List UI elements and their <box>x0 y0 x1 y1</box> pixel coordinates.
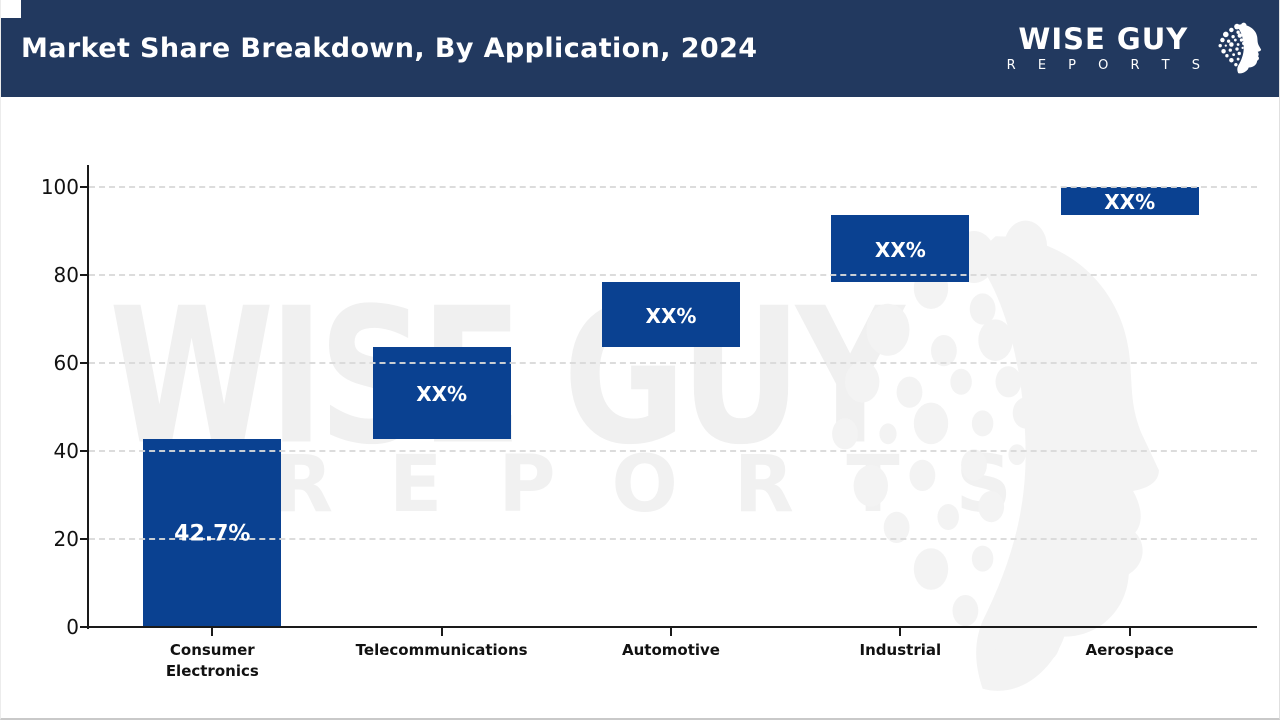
y-tick <box>80 186 88 188</box>
y-tick-label: 40 <box>53 439 79 463</box>
y-tick <box>80 538 88 540</box>
y-tick-label: 60 <box>53 351 79 375</box>
gridline-100 <box>89 186 1257 188</box>
gridline-80 <box>89 274 1257 276</box>
category-label: Aerospace <box>1085 641 1174 659</box>
brand-subname: R E P O R T S <box>1006 58 1209 73</box>
waterfall-bar-5 <box>1060 187 1199 216</box>
bar-value-label: XX% <box>874 237 926 262</box>
y-tick-label: 0 <box>66 615 79 639</box>
brand-logo-text: WISE GUY R E P O R T S <box>1007 22 1200 73</box>
x-axis-line <box>87 626 1257 628</box>
y-axis-line <box>87 165 89 629</box>
gridline-20 <box>89 538 1257 540</box>
category-label: Consumer Electronics <box>165 641 259 680</box>
y-tick-label: 80 <box>53 263 79 287</box>
y-tick <box>80 274 88 276</box>
y-tick <box>80 626 88 628</box>
bar-value-label: 42.7% <box>174 521 251 547</box>
x-tick <box>211 628 214 636</box>
x-tick <box>1128 628 1131 636</box>
y-tick-label: 20 <box>53 527 79 551</box>
waterfall-bar-4 <box>831 215 970 283</box>
x-tick <box>670 628 672 636</box>
gridline-60 <box>89 362 1257 364</box>
x-tick <box>899 628 902 636</box>
x-tick <box>440 628 443 636</box>
corner-notch <box>1 0 21 18</box>
brand-logo: WISE GUY R E P O R T S <box>1007 10 1265 88</box>
header: Market Share Breakdown, By Application, … <box>1 0 1279 97</box>
gridline-40 <box>89 450 1257 452</box>
bar-value-label: XX% <box>645 303 697 328</box>
category-label: Industrial <box>859 641 942 659</box>
waterfall-bar-3 <box>602 282 740 348</box>
y-tick <box>80 450 88 452</box>
watermark-reports: REPORTS <box>273 440 1068 530</box>
category-label: Automotive <box>622 641 720 659</box>
category-label: Telecommunications <box>355 641 528 659</box>
y-tick <box>80 362 88 364</box>
bar-value-label: XX% <box>1104 190 1156 215</box>
page-title: Market Share Breakdown, By Application, … <box>21 33 758 64</box>
bar-value-label: XX% <box>416 382 468 407</box>
y-tick-label: 100 <box>40 175 79 199</box>
waterfall-bar-1 <box>143 439 282 627</box>
brand-head-icon <box>1218 22 1262 73</box>
brand-name: WISE GUY <box>1018 22 1189 56</box>
